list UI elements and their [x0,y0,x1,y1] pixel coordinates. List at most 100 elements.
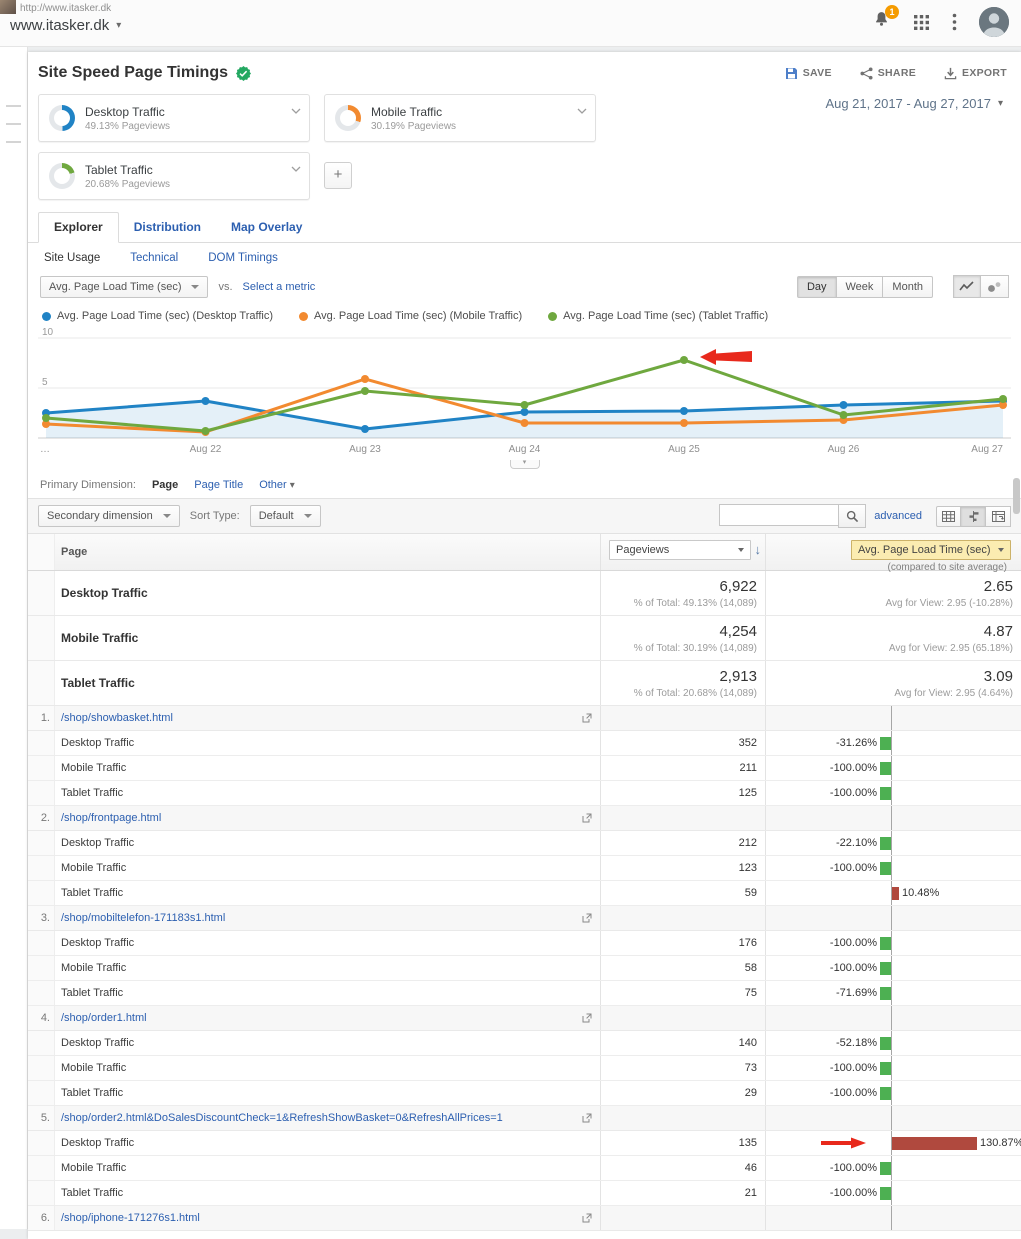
avg-load-time-value: 2.65 [983,578,1013,595]
tab-distribution[interactable]: Distribution [133,220,202,234]
motion-chart-view-button[interactable] [981,275,1009,298]
delta-label: -100.00% [829,787,877,799]
segment-card-desktop[interactable]: Desktop Traffic 49.13% Pageviews [38,94,310,142]
delta-bar-negative [880,1086,891,1100]
page-link[interactable]: /shop/frontpage.html [61,812,162,824]
save-button[interactable]: SAVE [785,67,832,80]
delta-bar-negative [880,986,891,1000]
avg-load-time-cell: 2.65 Avg for View: 2.95 (-10.28%) [765,571,1021,615]
page-link[interactable]: /shop/mobiltelefon-171183s1.html [61,912,226,924]
tab-map-overlay[interactable]: Map Overlay [231,220,303,234]
segment-card-tablet[interactable]: Tablet Traffic 20.68% Pageviews [38,152,310,200]
notifications-button[interactable]: 1 [872,5,899,34]
legend-dot [42,311,51,321]
avg-comparison-cell: -100.00% [765,1081,1021,1105]
segment-name: Tablet Traffic [61,987,124,999]
comparison-view-button[interactable] [961,505,986,527]
avg-comparison-cell: -100.00% [765,1156,1021,1180]
open-in-new-icon[interactable] [582,713,592,723]
segment-name: Desktop Traffic [85,104,165,119]
user-avatar[interactable] [979,7,1009,37]
report-panel: Site Speed Page Timings SAVE [28,52,1021,1239]
delta-bar-negative [880,861,891,875]
tab-explorer[interactable]: Explorer [38,212,119,243]
delta-label: -100.00% [829,862,877,874]
page-row: 3. /shop/mobiltelefon-171183s1.html [28,906,1021,931]
page-link[interactable]: /shop/showbasket.html [61,712,173,724]
pageviews-percent-of-total: % of Total: 49.13% (14,089) [633,598,757,609]
subtab-dom-timings[interactable]: DOM Timings [208,252,278,264]
chevron-down-icon[interactable] [291,101,301,119]
share-button[interactable]: SHARE [860,66,916,80]
page-link[interactable]: /shop/order1.html [61,1012,147,1024]
chevron-down-icon[interactable] [291,159,301,177]
page-title: Site Speed Page Timings [38,64,228,81]
sort-type-dropdown[interactable]: Default [249,505,321,527]
pivot-view-button[interactable] [986,505,1011,527]
subtab-technical[interactable]: Technical [130,252,179,264]
metric-column-selector[interactable]: Avg. Page Load Time (sec) [851,540,1011,560]
page-link[interactable]: /shop/iphone-171276s1.html [61,1212,200,1224]
chevron-down-icon[interactable] [577,101,587,119]
granularity-month-button[interactable]: Month [883,275,933,298]
segment-name: Tablet Traffic [61,787,124,799]
pageviews-value: 73 [600,1056,765,1080]
metric-dropdown[interactable]: Avg. Page Load Time (sec) [40,275,209,298]
segment-name: Desktop Traffic [61,1037,135,1049]
dropdown-triangle-icon [998,548,1004,552]
pageviews-cell: 6,922 % of Total: 49.13% (14,089) [600,571,765,615]
select-metric-link[interactable]: Select a metric [242,280,316,293]
pageviews-value: 212 [600,831,765,855]
pageviews-value: 135 [600,1131,765,1155]
sort-descending-icon[interactable]: ↓ [754,542,762,557]
segment-sub-row: Tablet Traffic 125 -100.00% [28,781,1021,806]
svg-text:Aug 23: Aug 23 [349,444,381,455]
avg-load-time-cell [765,1006,1021,1030]
open-in-new-icon[interactable] [582,1213,592,1223]
open-in-new-icon[interactable] [582,913,592,923]
granularity-day-button[interactable]: Day [796,275,837,298]
segment-name: Tablet Traffic [61,676,135,690]
segment-sub-row: Mobile Traffic 211 -100.00% [28,756,1021,781]
pageviews-column-selector[interactable]: Pageviews [609,540,751,560]
sidebar-mark [6,123,21,125]
annotations-toggle[interactable]: ▾ [509,459,540,469]
page-link[interactable]: /shop/order2.html&DoSalesDiscountCheck=1… [61,1112,503,1124]
vertical-scrollbar[interactable] [1013,478,1020,514]
dimension-page[interactable]: Page [151,479,179,491]
advanced-search-link[interactable]: advanced [874,510,922,522]
segment-name: Desktop Traffic [61,937,135,949]
segment-sub-row: Tablet Traffic 21 -100.00% [28,1181,1021,1206]
segment-card-mobile[interactable]: Mobile Traffic 30.19% Pageviews [324,94,596,142]
delta-bar-negative [880,1036,891,1050]
add-segment-button[interactable]: + [324,162,352,189]
delta-label: -31.26% [836,737,877,749]
dimension-other[interactable]: Other ▾ [259,479,295,491]
date-range-selector[interactable]: Aug 21, 2017 - Aug 27, 2017 ▾ [825,96,1003,111]
dimension-page-title[interactable]: Page Title [194,479,244,491]
pageviews-value: 29 [600,1081,765,1105]
open-in-new-icon[interactable] [582,1013,592,1023]
pageviews-value: 140 [600,1031,765,1055]
table-search-input[interactable] [719,504,839,526]
granularity-week-button[interactable]: Week [836,275,884,298]
apps-grid-button[interactable] [913,14,930,31]
svg-text:Aug 25: Aug 25 [668,444,700,455]
apps-grid-icon [914,14,929,30]
chevron-down-icon: ▾ [116,20,122,31]
search-button[interactable] [838,504,867,528]
table-view-button[interactable] [936,505,961,527]
avg-load-time-cell [765,706,1021,730]
bell-icon [876,12,887,26]
secondary-dimension-dropdown[interactable]: Secondary dimension [38,505,180,527]
open-in-new-icon[interactable] [582,1113,592,1123]
overflow-menu-button[interactable] [952,13,957,31]
column-header-page: Page [61,546,88,558]
segment-sub-row: Desktop Traffic 140 -52.18% [28,1031,1021,1056]
open-in-new-icon[interactable] [582,813,592,823]
account-selector[interactable]: www.itasker.dk ▾ [0,14,1021,34]
export-button[interactable]: EXPORT [944,67,1007,80]
sidebar-mark [6,105,21,107]
line-chart-view-button[interactable] [953,275,981,298]
subtab-site-usage[interactable]: Site Usage [44,252,101,264]
